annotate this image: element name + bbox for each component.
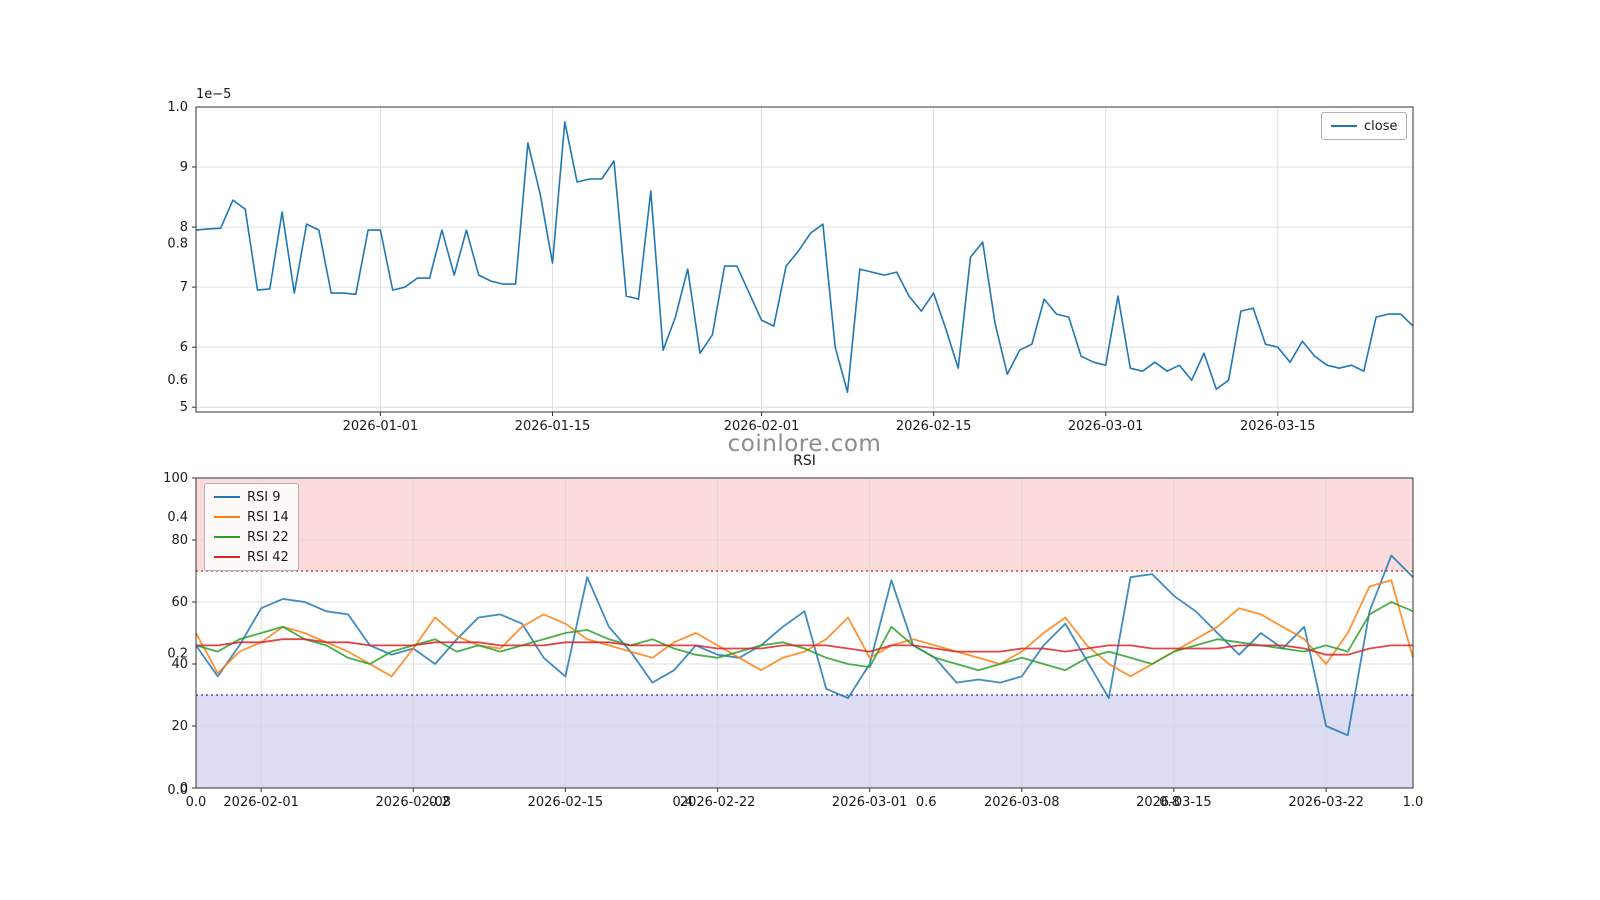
rsi22-line [195,601,1414,672]
xtick-label-rsi-6: 2026-03-15 [1136,795,1212,810]
top-axes-frame [195,106,1414,413]
ytick-label-top-3: 6 [180,340,188,355]
legend-label-close: close [1364,118,1398,134]
ytick-label-rsi-3: 40 [171,657,188,672]
legend-label-rsi14: RSI 14 [247,509,289,525]
rsi-band-1 [196,695,1413,788]
twin-xtick-label-5: 1.0 [1403,795,1424,810]
y-offset-label: 1e−5 [196,87,231,102]
legend-close: close [1321,112,1408,140]
legend-label-rsi9: RSI 9 [247,489,281,505]
xtick-label-rsi-1: 2026-02-08 [376,795,452,810]
ytick-label-rsi-4: 20 [171,719,188,734]
legend-label-rsi42: RSI 42 [247,549,289,565]
twin-xtick-label-2: 0.4 [672,795,693,810]
xtick-label-rsi-7: 2026-03-22 [1288,795,1364,810]
xtick-label-top-4: 2026-03-01 [1068,419,1144,434]
xtick-label-rsi-5: 2026-03-08 [984,795,1060,810]
ytick-label-rsi-1: 80 [171,533,188,548]
twin-ytick-label-5: 0.0 [167,783,188,798]
ytick-label-top-4: 5 [180,400,188,415]
ytick-label-rsi-2: 60 [171,595,188,610]
ytick-label-top-2: 7 [180,280,188,295]
ytick-label-rsi-5: 0 [180,781,188,796]
xtick-label-rsi-4: 2026-03-01 [832,795,908,810]
twin-ytick-label-0: 1.0 [167,100,188,115]
xtick-label-rsi-2: 2026-02-15 [528,795,604,810]
rsi9-line-swatch [214,496,240,498]
xtick-label-rsi-0: 2026-02-01 [223,795,299,810]
xtick-label-top-0: 2026-01-01 [343,419,419,434]
rsi14-line [195,579,1414,678]
watermark: coinlore.com [727,431,882,457]
rsi42-line [196,638,1413,656]
rsi-band-0 [196,478,1413,571]
xtick-label-top-1: 2026-01-15 [515,419,591,434]
xtick-label-top-3: 2026-02-15 [896,419,972,434]
legend-row-rsi14: RSI 14 [214,507,289,527]
twin-ytick-label-4: 0.2 [167,646,188,661]
twin-xtick-label-1: 0.2 [429,795,450,810]
legend-row-rsi42: RSI 42 [214,547,289,567]
rsi22-line-swatch [214,536,240,538]
ytick-label-rsi-0: 100 [163,471,188,486]
xtick-label-top-5: 2026-03-15 [1240,419,1316,434]
legend-row-rsi9: RSI 9 [214,487,289,507]
twin-xtick-label-4: 0.8 [1159,795,1180,810]
twin-xtick-label-0: 0.0 [186,795,207,810]
twin-xtick-label-3: 0.6 [916,795,937,810]
twin-ytick-label-2: 0.6 [167,373,188,388]
legend-row-rsi22: RSI 22 [214,527,289,547]
xtick-label-rsi-3: 2026-02-22 [680,795,756,810]
legend-row-close: close [1331,116,1397,136]
rsi9-line [195,554,1414,737]
legend-label-rsi22: RSI 22 [247,529,289,545]
rsi-subplot-title: RSI [793,453,816,469]
close-line [195,121,1414,393]
twin-ytick-label-1: 0.8 [167,237,188,252]
rsi42-line-swatch [214,556,240,558]
ytick-label-top-0: 9 [180,160,188,175]
rsi-axes-frame [195,477,1414,789]
close-line-swatch [1331,125,1357,127]
xtick-label-top-2: 2026-02-01 [724,419,800,434]
ytick-label-top-1: 8 [180,220,188,235]
legend-rsi: RSI 9 RSI 14 RSI 22 RSI 42 [204,483,299,571]
twin-ytick-label-3: 0.4 [167,510,188,525]
rsi14-line-swatch [214,516,240,518]
